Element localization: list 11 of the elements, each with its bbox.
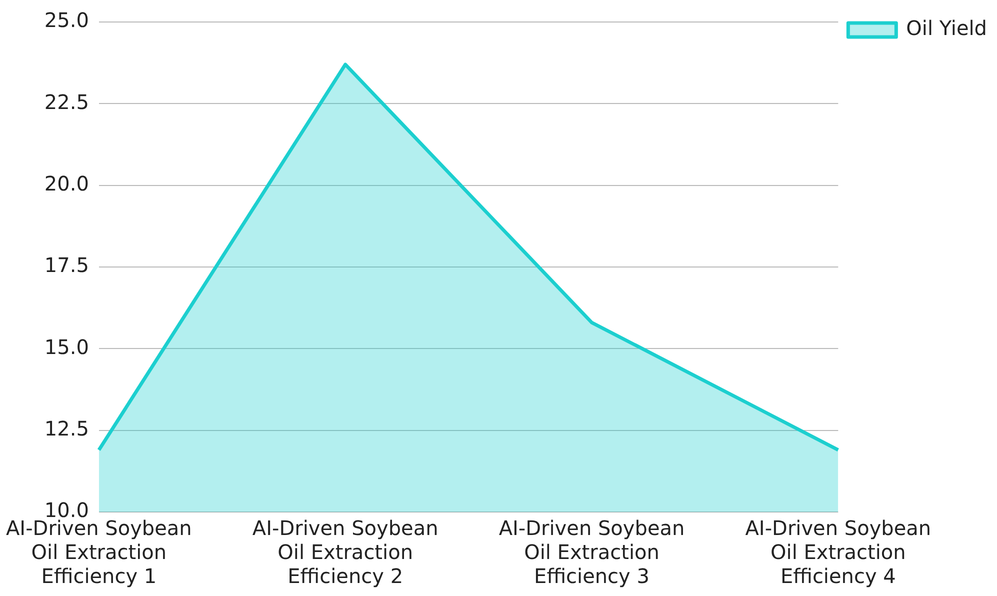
y-tick-label: 12.5 xyxy=(44,416,89,441)
x-tick-label: AI-Driven Soybean Oil Extraction Efficiency 4 xyxy=(745,516,932,588)
x-tick-label: AI-Driven Soybean Oil Extraction Efficiency 3 xyxy=(498,516,685,588)
y-tick-label: 22.5 xyxy=(44,90,89,114)
y-tick-label: 17.5 xyxy=(44,253,89,278)
x-tick-label: AI-Driven Soybean Oil Extraction Efficiency 2 xyxy=(252,516,438,588)
x-tick-label: AI-Driven Soybean Oil Extraction Efficiency 1 xyxy=(6,516,192,588)
y-tick-label: 20.0 xyxy=(44,172,89,196)
y-tick-label: 25.0 xyxy=(44,8,89,32)
legend-label: Oil Yield xyxy=(906,16,988,40)
y-tick-label: 15.0 xyxy=(44,334,89,359)
